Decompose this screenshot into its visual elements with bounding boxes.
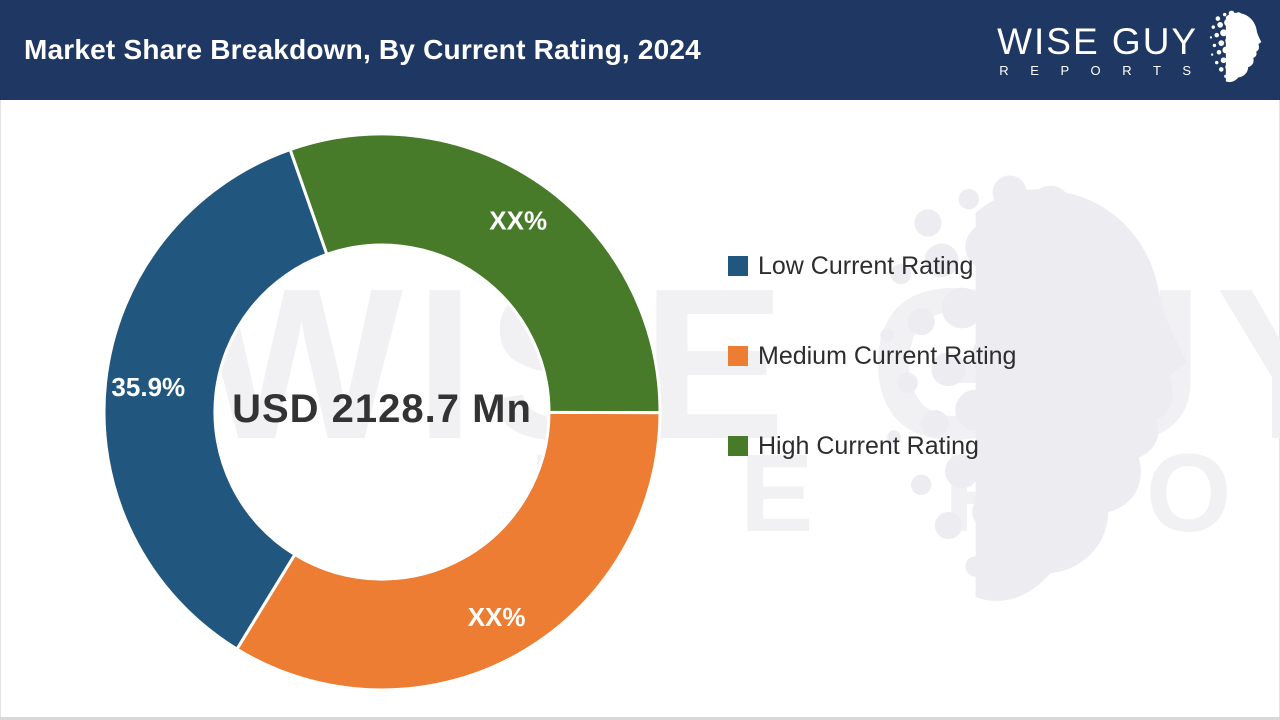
donut-center-value: USD 2128.7 Mn xyxy=(232,387,532,431)
legend-label-medium: Medium Current Rating xyxy=(758,341,1017,370)
legend-item-high: High Current Rating xyxy=(728,432,1016,460)
slice-label-medium-current-rating: XX% xyxy=(468,602,526,632)
logo-tagline: R E P O R T S xyxy=(999,62,1200,78)
legend-item-low: Low Current Rating xyxy=(728,252,1016,280)
logo-text: WISE GUY R E P O R T S xyxy=(995,23,1200,78)
legend-swatch-high xyxy=(728,436,748,456)
legend-label-high: High Current Rating xyxy=(758,431,979,460)
chart-area: WISE GUY R E P O R T S XX%XX%35.9% USD 2… xyxy=(0,100,1280,720)
donut-slice-high-current-rating xyxy=(288,132,662,415)
header-bar: Market Share Breakdown, By Current Ratin… xyxy=(0,0,1280,100)
logo-name: WISE GUY xyxy=(997,20,1199,62)
donut-chart: XX% XX% 35.9% USD 2128.7 Mn xyxy=(102,132,662,692)
slice-label-high-current-rating: XX% xyxy=(489,206,547,236)
chart-legend: Low Current Rating Medium Current Rating… xyxy=(728,252,1016,522)
legend-label-low: Low Current Rating xyxy=(758,251,974,280)
legend-item-medium: Medium Current Rating xyxy=(728,342,1016,370)
wise-guy-logo: WISE GUY R E P O R T S xyxy=(995,10,1266,90)
watermark-face-dots xyxy=(880,175,1187,601)
donut-slice-medium-current-rating xyxy=(235,410,662,692)
legend-swatch-low xyxy=(728,256,748,276)
donut-slice-low-current-rating xyxy=(102,148,329,651)
face-dots-icon xyxy=(1209,10,1262,83)
legend-swatch-medium xyxy=(728,346,748,366)
slice-label-low-current-rating: 35.9% xyxy=(111,372,185,402)
page-title: Market Share Breakdown, By Current Ratin… xyxy=(24,34,701,65)
